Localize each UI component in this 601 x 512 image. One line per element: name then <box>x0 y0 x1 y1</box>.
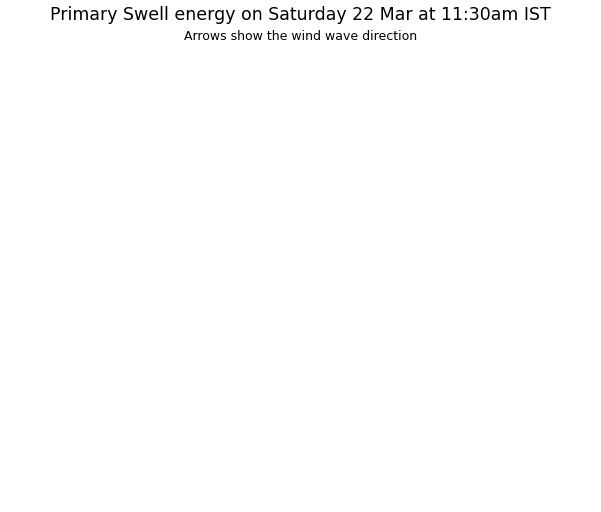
Text: Install cartopy for map: Install cartopy for map <box>221 272 380 287</box>
Text: Primary Swell energy on Saturday 22 Mar at 11:30am IST: Primary Swell energy on Saturday 22 Mar … <box>50 6 551 24</box>
Text: Arrows show the wind wave direction: Arrows show the wind wave direction <box>184 30 417 43</box>
